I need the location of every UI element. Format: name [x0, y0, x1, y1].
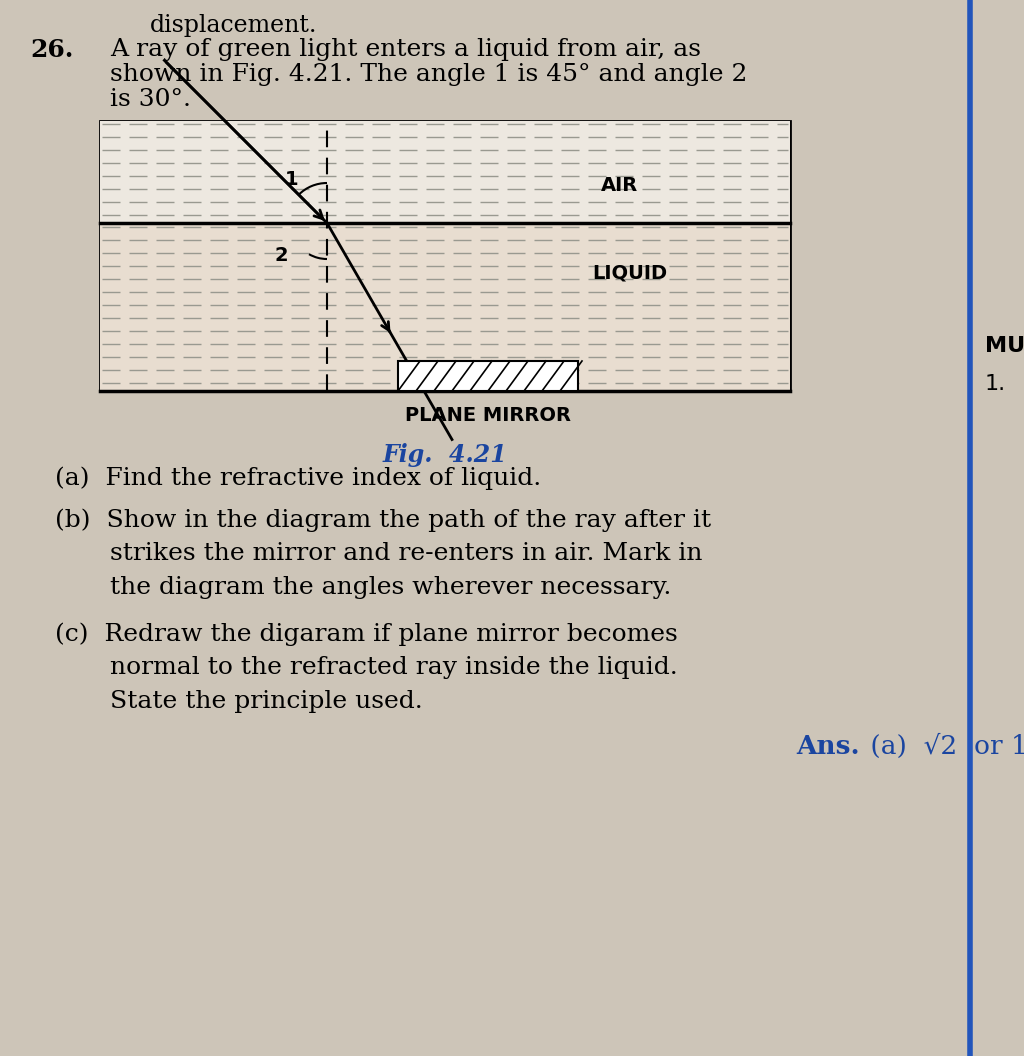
Text: strikes the mirror and re-enters in air. Mark in: strikes the mirror and re-enters in air.…: [110, 542, 702, 565]
Text: 2: 2: [275, 246, 289, 265]
Bar: [100, 121, 790, 391]
Bar: [100, 223, 790, 391]
Text: Fig.  4.21: Fig. 4.21: [383, 444, 507, 467]
Text: displacement.: displacement.: [150, 14, 317, 37]
Text: shown in Fig. 4.21. The angle 1 is 45° and angle 2: shown in Fig. 4.21. The angle 1 is 45° a…: [110, 63, 748, 86]
Text: (a)  √2  or 1·41: (a) √2 or 1·41: [862, 734, 1024, 759]
Bar: [100, 121, 790, 223]
Text: the diagram the angles wherever necessary.: the diagram the angles wherever necessar…: [110, 576, 672, 599]
Text: PLANE MIRROR: PLANE MIRROR: [406, 406, 571, 425]
Text: A ray of green light enters a liquid from air, as: A ray of green light enters a liquid fro…: [110, 38, 701, 61]
Text: 1.: 1.: [985, 374, 1007, 394]
Text: (b)  Show in the diagram the path of the ray after it: (b) Show in the diagram the path of the …: [55, 508, 711, 531]
Text: is 30°.: is 30°.: [110, 88, 191, 111]
Bar: [398, 361, 578, 391]
Text: MU: MU: [985, 336, 1024, 356]
Text: Ans.: Ans.: [797, 734, 860, 759]
Text: 26.: 26.: [30, 38, 74, 62]
Text: State the principle used.: State the principle used.: [110, 690, 423, 713]
Text: (a)  Find the refractive index of liquid.: (a) Find the refractive index of liquid.: [55, 466, 542, 490]
Text: normal to the refracted ray inside the liquid.: normal to the refracted ray inside the l…: [110, 656, 678, 679]
Text: (c)  Redraw the digaram if plane mirror becomes: (c) Redraw the digaram if plane mirror b…: [55, 622, 678, 645]
Text: 1: 1: [285, 170, 299, 189]
Text: LIQUID: LIQUID: [593, 264, 668, 283]
Text: AIR: AIR: [601, 176, 639, 195]
